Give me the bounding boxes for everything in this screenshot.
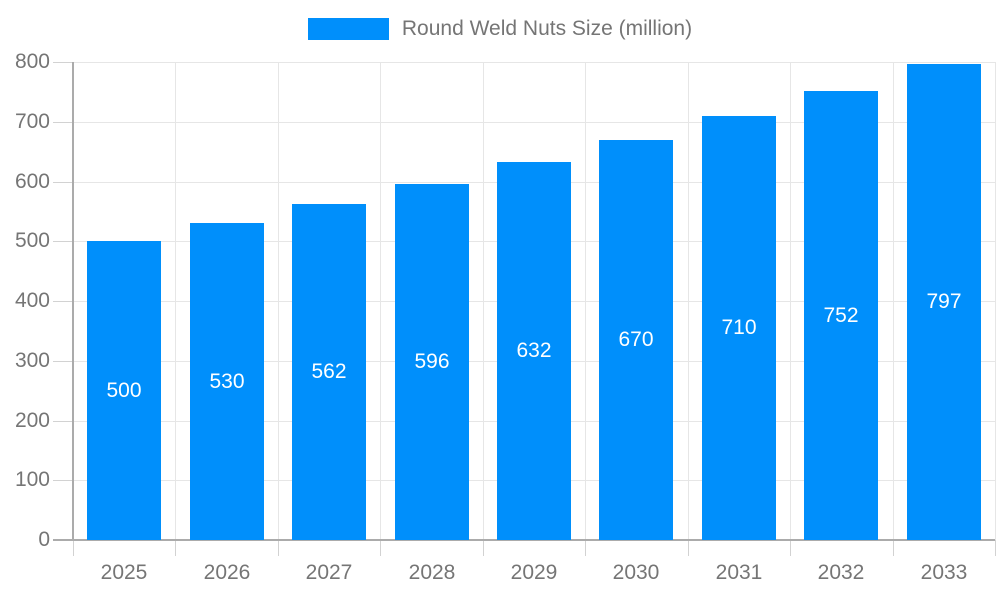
x-tick-label: 2027 [305, 561, 353, 584]
y-tick [53, 241, 73, 242]
x-tick [278, 540, 279, 556]
grid-line-v [585, 62, 586, 540]
y-tick [53, 421, 73, 422]
bar-value-label: 500 [106, 378, 142, 402]
chart-legend[interactable]: Round Weld Nuts Size (million) [0, 14, 1000, 44]
x-tick [483, 540, 484, 556]
x-tick [688, 540, 689, 556]
grid-line-v [790, 62, 791, 540]
x-tick [175, 540, 176, 556]
x-tick-label: 2026 [203, 561, 251, 584]
grid-line-v [175, 62, 176, 540]
x-tick [893, 540, 894, 556]
bar[interactable]: 632 [497, 162, 571, 540]
y-tick [53, 361, 73, 362]
x-tick [73, 540, 74, 556]
y-tick [53, 182, 73, 183]
x-axis-line [53, 539, 995, 541]
y-axis-line [72, 62, 74, 540]
y-tick [53, 480, 73, 481]
grid-line-v [688, 62, 689, 540]
x-tick [790, 540, 791, 556]
grid-line-h [73, 62, 995, 63]
bar[interactable]: 530 [190, 223, 264, 540]
bar-value-label: 596 [414, 350, 450, 373]
y-tick [53, 122, 73, 123]
bar[interactable]: 500 [87, 241, 161, 540]
grid-line-v [483, 62, 484, 540]
bar-value-label: 562 [311, 360, 347, 383]
x-tick-label: 2029 [510, 561, 558, 584]
grid-line-v [893, 62, 894, 540]
x-tick [995, 540, 996, 556]
bar-value-label: 752 [823, 303, 859, 327]
x-tick [380, 540, 381, 556]
y-tick-label: 300 [14, 349, 50, 372]
bar[interactable]: 562 [292, 204, 366, 540]
y-tick-label: 200 [14, 409, 50, 432]
y-tick [53, 62, 73, 63]
grid-line-v [995, 62, 996, 540]
y-tick-label: 500 [14, 229, 50, 252]
bar[interactable]: 710 [702, 116, 776, 540]
y-tick-label: 600 [14, 170, 50, 193]
grid-line-v [380, 62, 381, 540]
y-tick-label: 700 [14, 110, 50, 133]
bar-value-label: 797 [926, 290, 962, 313]
x-tick-label: 2028 [408, 561, 456, 584]
bar[interactable]: 596 [395, 184, 469, 540]
grid-line-v [278, 62, 279, 540]
x-tick-label: 2030 [612, 561, 660, 584]
x-tick-label: 2031 [715, 561, 763, 584]
x-tick-label: 2033 [920, 561, 968, 584]
y-tick-label: 800 [14, 50, 50, 73]
y-tick-label: 400 [14, 289, 50, 312]
y-tick-label: 100 [14, 468, 50, 491]
x-tick-label: 2025 [100, 561, 148, 584]
legend-label: Round Weld Nuts Size (million) [401, 17, 693, 40]
x-tick-label: 2032 [817, 561, 865, 584]
x-tick [585, 540, 586, 556]
bar[interactable]: 670 [599, 140, 673, 540]
bar-value-label: 710 [721, 316, 757, 339]
bar[interactable]: 797 [907, 64, 981, 540]
y-tick-label: 0 [38, 528, 50, 551]
y-tick [53, 301, 73, 302]
grid-line-h [73, 122, 995, 123]
bar[interactable]: 752 [804, 91, 878, 540]
legend-swatch [307, 18, 389, 40]
bar-value-label: 670 [618, 328, 654, 351]
bar-value-label: 632 [516, 339, 552, 362]
bar-value-label: 530 [209, 369, 245, 393]
